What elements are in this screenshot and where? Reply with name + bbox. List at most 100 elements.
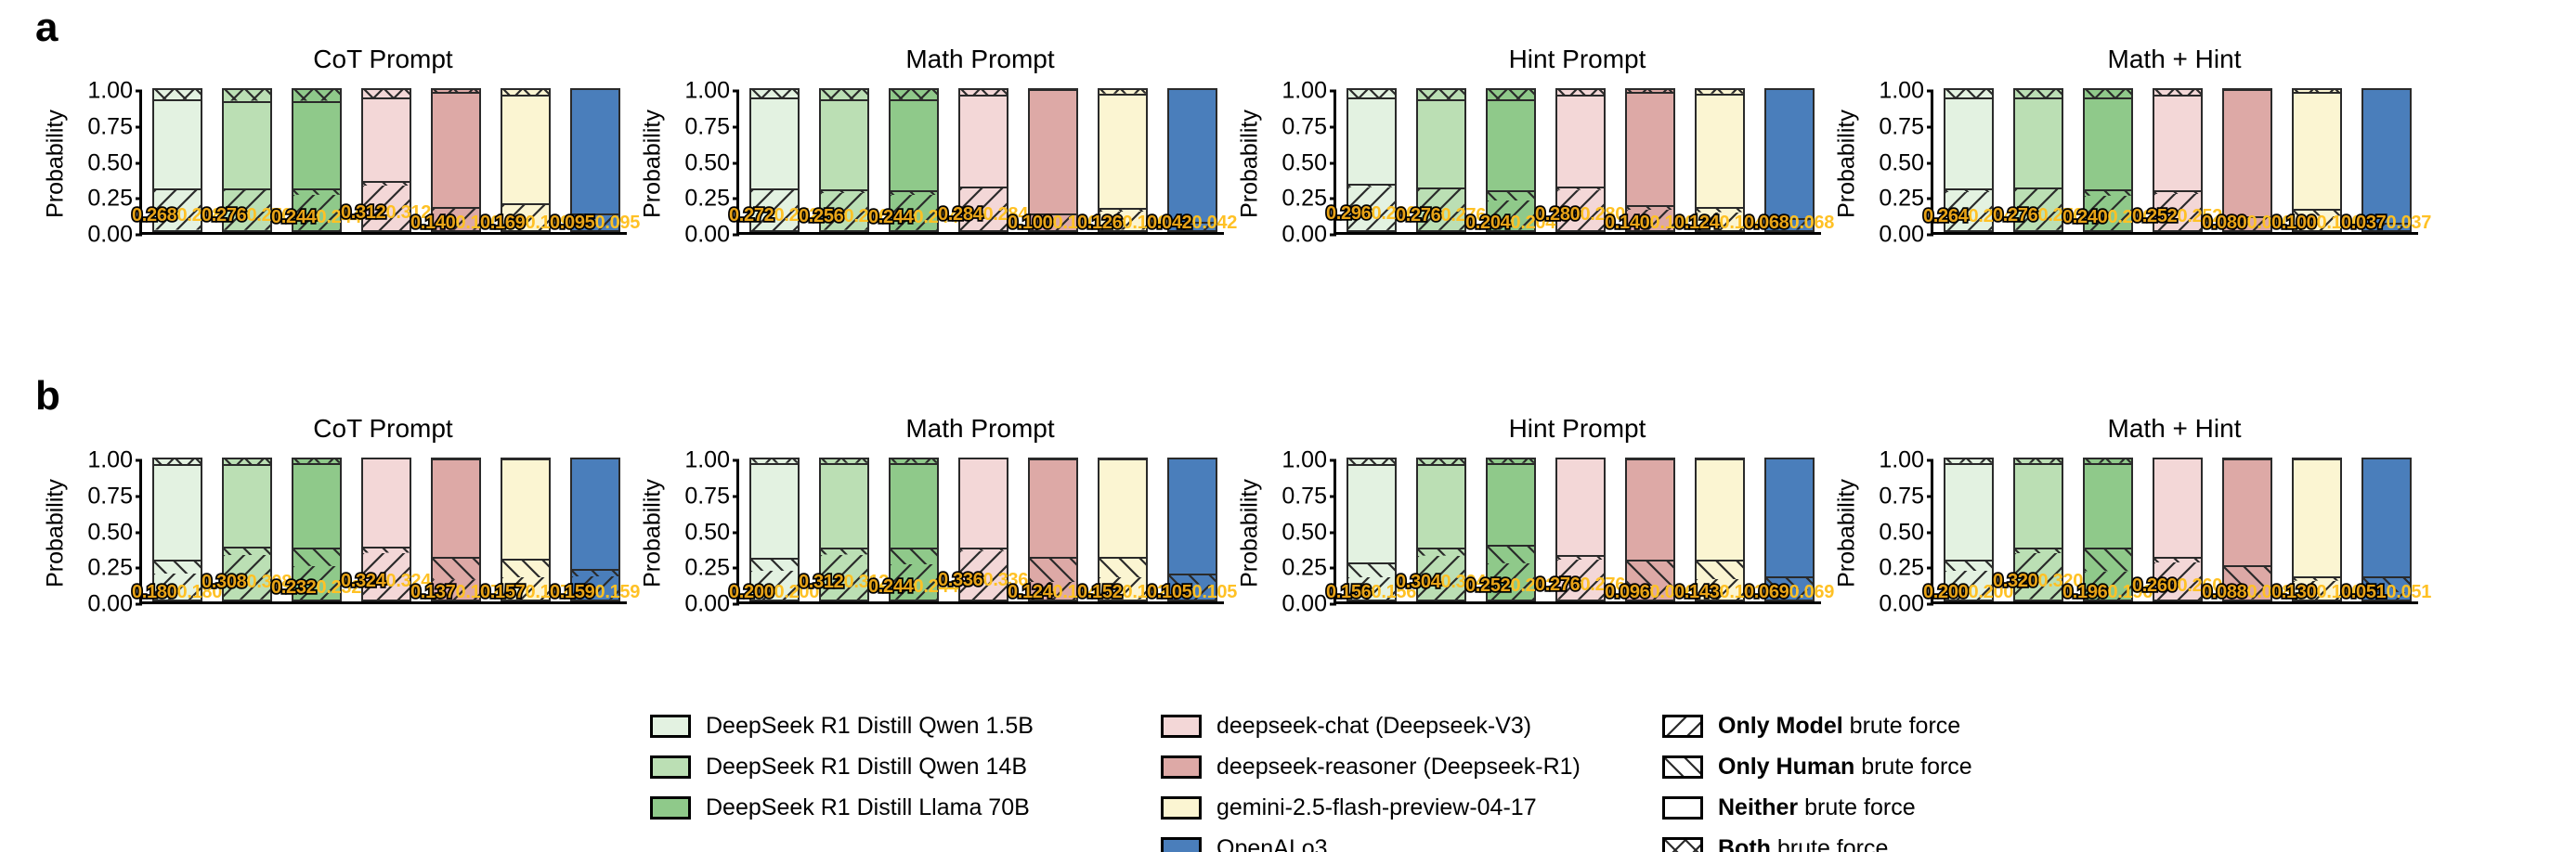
legend-item-hatch[interactable]: Only Human brute force <box>1662 746 1972 787</box>
stacked-bar[interactable] <box>2291 458 2342 601</box>
stacked-bar[interactable] <box>1097 88 1148 232</box>
legend-item-model[interactable]: deepseek-chat (Deepseek-V3) <box>1161 705 1581 746</box>
bar-segment-only-model <box>1945 192 1992 230</box>
stacked-bar[interactable] <box>430 458 481 601</box>
stacked-bar[interactable] <box>888 88 939 232</box>
bar-segment-only-model <box>501 576 549 600</box>
stacked-bar[interactable] <box>221 88 272 232</box>
stacked-bar[interactable] <box>430 88 481 232</box>
y-tick-label: 0.75 <box>1879 113 1924 140</box>
bar-segment-only-human <box>2014 548 2062 554</box>
stacked-bar[interactable] <box>569 88 620 232</box>
stacked-bar[interactable] <box>2291 88 2342 232</box>
bar-value-label: 0.1400.140 <box>409 211 501 235</box>
stacked-bar[interactable] <box>1694 458 1745 601</box>
bar-segment-only-model <box>1626 210 1673 230</box>
legend-item-hatch[interactable]: Neither brute force <box>1662 787 1972 828</box>
stacked-bar[interactable] <box>291 458 342 601</box>
stacked-bar[interactable] <box>1555 458 1606 601</box>
stacked-bar[interactable] <box>888 458 939 601</box>
bar-segment-neither <box>890 462 937 549</box>
stacked-bar[interactable] <box>818 88 869 232</box>
y-tick-mark <box>733 197 739 200</box>
bar-segment-only-model <box>2362 592 2410 600</box>
bar-segment-both <box>1626 90 1673 93</box>
stacked-bar[interactable] <box>360 88 411 232</box>
stacked-bar[interactable] <box>1027 458 1078 601</box>
stacked-bar[interactable] <box>1555 88 1606 232</box>
stacked-bar[interactable] <box>221 458 272 601</box>
stacked-bar[interactable] <box>1415 458 1466 601</box>
stacked-bar[interactable] <box>1027 88 1078 232</box>
legend-item-hatch[interactable]: Both brute force <box>1662 828 1972 852</box>
stacked-bar[interactable] <box>1346 458 1397 601</box>
bar-segment-only-human <box>1696 207 1743 213</box>
legend-item-hatch[interactable]: Only Model brute force <box>1662 705 1972 746</box>
stacked-bar[interactable] <box>748 458 800 601</box>
legend-item-model[interactable]: deepseek-reasoner (Deepseek-R1) <box>1161 746 1581 787</box>
stacked-bar[interactable] <box>2082 458 2133 601</box>
stacked-bar[interactable] <box>957 88 1008 232</box>
bar-segment-both <box>2293 90 2340 93</box>
legend-item-model[interactable]: DeepSeek R1 Distill Llama 70B <box>650 787 1034 828</box>
bar-segment-both <box>1417 90 1464 99</box>
stacked-bar[interactable] <box>1097 458 1148 601</box>
bar-segment-only-human <box>1765 576 1813 590</box>
bar-value-label: 0.2000.200 <box>727 580 820 604</box>
bar-segment-neither <box>1626 92 1673 205</box>
subplot-b-4: Math + Hint Probability 0.00 0.25 0.50 0.75 1.… <box>1810 414 2432 623</box>
stacked-bar[interactable] <box>2361 458 2412 601</box>
legend-item-model[interactable]: DeepSeek R1 Distill Qwen 1.5B <box>650 705 1034 746</box>
bar-segment-only-human <box>2293 209 2340 216</box>
bar-segment-only-model <box>1168 224 1216 230</box>
bar-segment-neither <box>432 459 479 557</box>
stacked-bar[interactable] <box>1166 458 1217 601</box>
y-tick-mark <box>1330 566 1336 570</box>
stacked-bar[interactable] <box>1694 88 1745 232</box>
stacked-bar[interactable] <box>1485 88 1536 232</box>
stacked-bar[interactable] <box>957 458 1008 601</box>
stacked-bar[interactable] <box>2152 458 2203 601</box>
bar-segment-neither <box>2153 95 2201 190</box>
y-tick-mark <box>1927 233 1933 237</box>
stacked-bar[interactable] <box>748 88 800 232</box>
stacked-bar[interactable] <box>569 458 620 601</box>
y-axis-label: Probability <box>639 478 666 587</box>
stacked-bar[interactable] <box>2361 88 2412 232</box>
stacked-bar[interactable] <box>151 88 202 232</box>
stacked-bar[interactable] <box>818 458 869 601</box>
stacked-bar[interactable] <box>1763 458 1815 601</box>
stacked-bar[interactable] <box>291 88 342 232</box>
stacked-bar[interactable] <box>360 458 411 601</box>
stacked-bar[interactable] <box>1346 88 1397 232</box>
stacked-bar[interactable] <box>1624 458 1675 601</box>
stacked-bar[interactable] <box>500 88 551 232</box>
legend-column-models-2: deepseek-chat (Deepseek-V3) deepseek-reas… <box>1161 705 1581 852</box>
stacked-bar[interactable] <box>1943 458 1994 601</box>
stacked-bar[interactable] <box>2221 458 2272 601</box>
bar-segment-only-human <box>223 546 270 556</box>
stacked-bar[interactable] <box>500 458 551 601</box>
legend-item-model[interactable]: DeepSeek R1 Distill Qwen 14B <box>650 746 1034 787</box>
stacked-bar[interactable] <box>1624 88 1675 232</box>
stacked-bar[interactable] <box>2012 458 2063 601</box>
stacked-bar[interactable] <box>2012 88 2063 232</box>
stacked-bar[interactable] <box>1166 88 1217 232</box>
bar-segment-both <box>2084 459 2131 463</box>
stacked-bar[interactable] <box>1415 88 1466 232</box>
y-tick-mark <box>1330 89 1336 93</box>
stacked-bar[interactable] <box>151 458 202 601</box>
stacked-bar[interactable] <box>2082 88 2133 232</box>
stacked-bar[interactable] <box>1763 88 1815 232</box>
stacked-bar[interactable] <box>1485 458 1536 601</box>
stacked-bar[interactable] <box>1943 88 1994 232</box>
bar-segment-neither <box>2362 459 2410 577</box>
legend-item-model[interactable]: OpenAI o3 <box>1161 828 1581 852</box>
plot-area: 0.00 0.25 0.50 0.75 1.00 0.2000.200 0.3120.312… <box>684 447 1237 617</box>
legend-item-model[interactable]: gemini-2.5-flash-preview-04-17 <box>1161 787 1581 828</box>
y-axis-label: Probability <box>42 109 69 218</box>
stacked-bar[interactable] <box>2152 88 2203 232</box>
stacked-bar[interactable] <box>2221 88 2272 232</box>
bar-segment-only-model <box>750 190 798 230</box>
subplot-b-1: CoT Prompt Probability 0.00 0.25 0.50 0.75 1.0… <box>19 414 641 623</box>
